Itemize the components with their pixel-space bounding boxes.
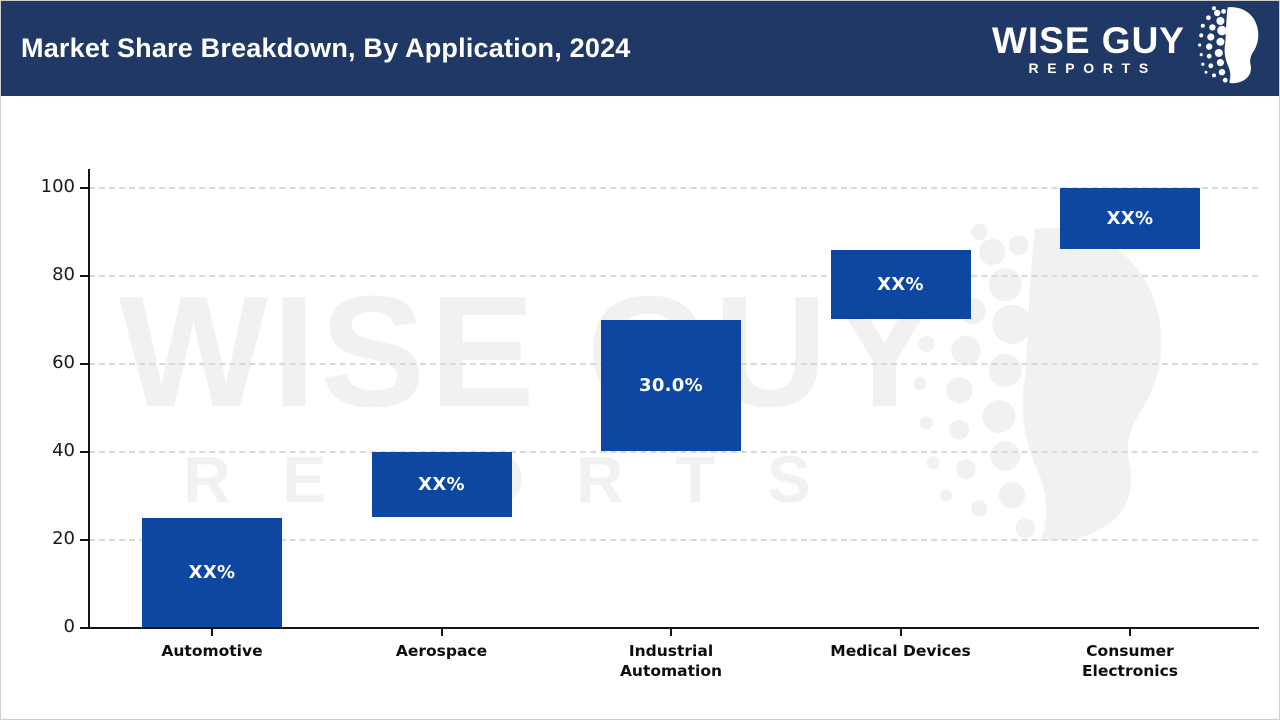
y-tick-label-40: 40	[52, 440, 75, 461]
x-category-line: Industrial	[628, 642, 714, 660]
y-tick-60	[80, 363, 89, 365]
y-tick-label-80: 80	[52, 264, 75, 285]
bar-value-label: XX%	[188, 562, 236, 583]
bar-automotive: XX%	[142, 518, 282, 627]
x-category-label: Aerospace	[342, 641, 542, 661]
y-axis-line	[88, 169, 90, 629]
bar-value-label: XX%	[418, 474, 465, 495]
x-tick-2	[670, 629, 672, 636]
y-tick-20	[80, 539, 89, 541]
bar-value-label: XX%	[1106, 207, 1154, 229]
x-tick-1	[440, 629, 443, 636]
x-tick-4	[1129, 629, 1131, 636]
y-tick-40	[80, 451, 89, 453]
y-tick-100	[80, 187, 89, 189]
gridline-20	[89, 539, 1258, 541]
y-tick-label-20: 20	[52, 528, 75, 549]
page-title: Market Share Breakdown, By Application, …	[21, 33, 631, 63]
x-tick-3	[899, 629, 902, 636]
logo-subtitle: REPORTS	[1028, 59, 1157, 76]
gridline-40	[89, 451, 1258, 453]
bar-industrial-automation: 30.0%	[601, 320, 741, 451]
x-category-line: Electronics	[1081, 662, 1179, 680]
bar-medical-devices: XX%	[830, 249, 971, 319]
bar-value-label: 30.0%	[639, 375, 703, 396]
bar-consumer-electronics: XX%	[1060, 188, 1200, 249]
x-category-label: Consumer Electronics	[1030, 641, 1230, 681]
wise-guy-reports-logo: WISE GUY REPORTS	[992, 5, 1279, 93]
gridline-100	[89, 187, 1258, 189]
x-category-line: Automation	[619, 662, 723, 680]
header-bar: Market Share Breakdown, By Application, …	[1, 1, 1279, 96]
y-tick-label-100: 100	[40, 176, 75, 197]
y-tick-label-0: 0	[63, 616, 75, 637]
x-tick-0	[211, 629, 213, 636]
x-axis-line	[86, 627, 1259, 629]
x-category-line: Aerospace	[395, 642, 488, 660]
bar-value-label: XX%	[877, 273, 924, 295]
x-category-label: Industrial Automation	[571, 641, 771, 681]
x-category-label: Automotive	[112, 641, 312, 661]
logo-text: WISE GUY REPORTS	[991, 19, 1185, 76]
x-category-label: Medical Devices	[801, 641, 1001, 661]
y-tick-0	[80, 627, 89, 629]
logo-wordmark: WISE GUY	[991, 19, 1185, 61]
x-category-line: Automotive	[161, 642, 263, 660]
x-category-line: Medical Devices	[830, 642, 971, 660]
x-category-line: Consumer	[1086, 642, 1174, 660]
y-tick-label-60: 60	[52, 352, 75, 373]
y-tick-80	[80, 275, 89, 277]
bar-aerospace: XX%	[371, 452, 512, 517]
gridline-80	[89, 275, 1258, 277]
